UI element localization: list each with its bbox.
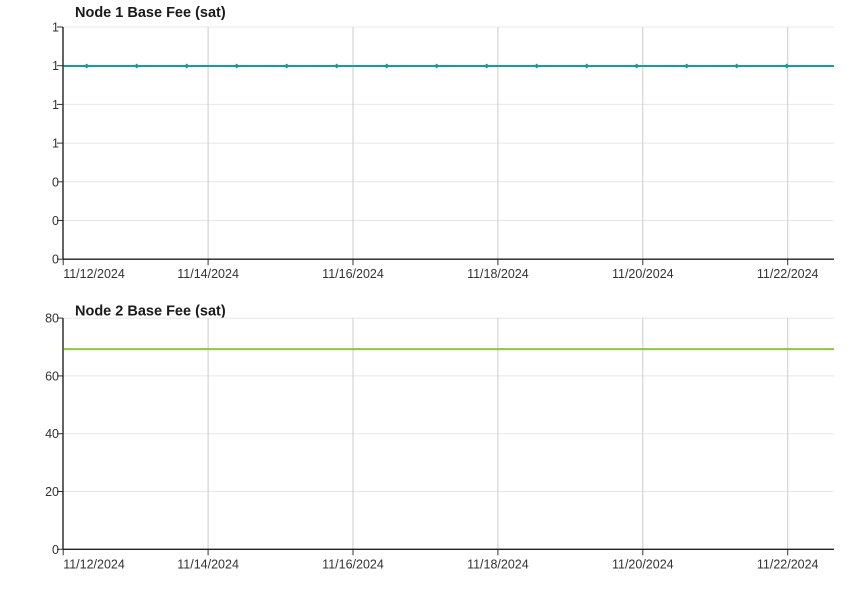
svg-text:40: 40 [45, 427, 59, 441]
svg-text:11/12/2024: 11/12/2024 [63, 557, 125, 571]
svg-text:11/18/2024: 11/18/2024 [467, 267, 529, 281]
svg-text:20: 20 [45, 485, 59, 499]
svg-text:11/12/2024: 11/12/2024 [63, 267, 125, 281]
svg-text:Node 1 Base Fee (sat): Node 1 Base Fee (sat) [75, 5, 226, 21]
svg-text:Node 2 Base Fee (sat): Node 2 Base Fee (sat) [75, 304, 226, 320]
svg-text:11/16/2024: 11/16/2024 [322, 557, 384, 571]
svg-text:11/20/2024: 11/20/2024 [612, 267, 674, 281]
svg-text:60: 60 [45, 369, 59, 383]
svg-text:11/18/2024: 11/18/2024 [467, 557, 529, 571]
svg-text:1: 1 [52, 137, 59, 151]
svg-text:1: 1 [52, 98, 59, 112]
svg-text:11/22/2024: 11/22/2024 [757, 267, 819, 281]
svg-text:0: 0 [52, 214, 59, 228]
svg-text:11/14/2024: 11/14/2024 [177, 557, 239, 571]
svg-text:0: 0 [52, 175, 59, 189]
svg-text:0: 0 [52, 543, 59, 557]
svg-text:11/14/2024: 11/14/2024 [177, 267, 239, 281]
svg-text:11/22/2024: 11/22/2024 [757, 557, 819, 571]
svg-text:80: 80 [45, 312, 59, 326]
svg-text:11/16/2024: 11/16/2024 [322, 267, 384, 281]
svg-text:11/20/2024: 11/20/2024 [612, 557, 674, 571]
svg-text:1: 1 [52, 59, 59, 73]
svg-text:1: 1 [52, 21, 59, 35]
svg-text:0: 0 [52, 253, 59, 267]
